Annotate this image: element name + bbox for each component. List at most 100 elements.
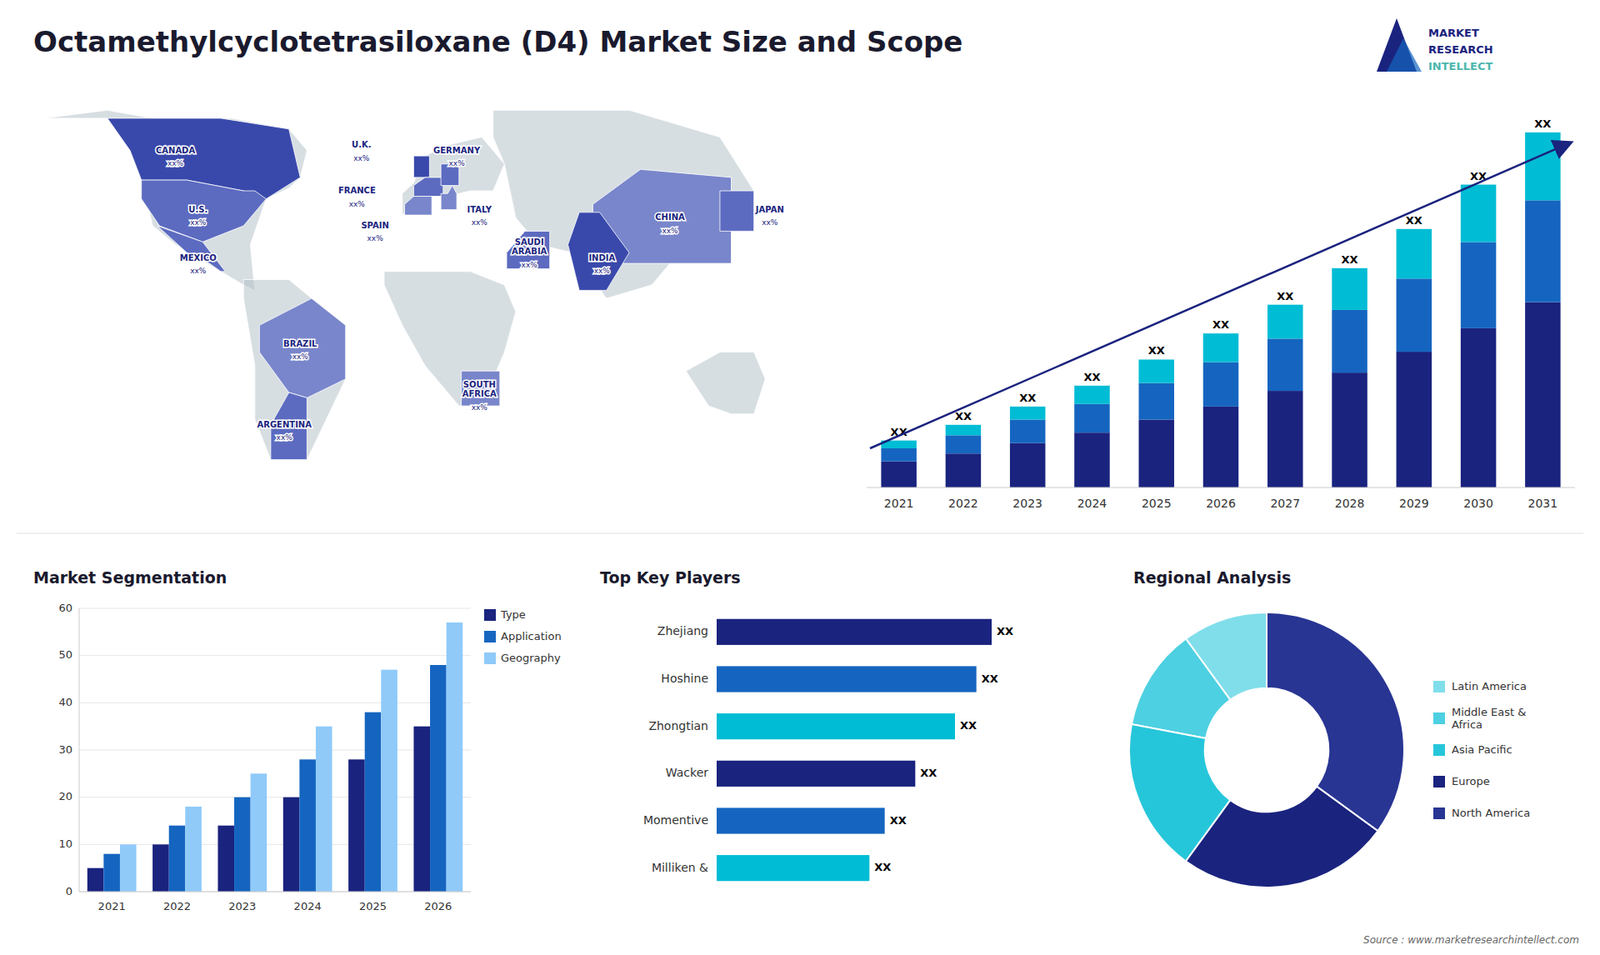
legend-label: Type (500, 608, 526, 621)
y-tick-label: Zhongtian (648, 719, 709, 733)
country-value-label: xx% (353, 154, 370, 163)
bar-segment (1525, 132, 1561, 200)
bar-segment (1138, 383, 1175, 420)
country-value-label: xx% (761, 218, 779, 227)
background (0, 0, 1600, 955)
bar-segment (1267, 338, 1304, 391)
x-tick-label: 2021 (98, 900, 126, 913)
country-label: CANADA (155, 145, 195, 155)
map-shape (493, 110, 755, 299)
country-label: SAUDIARABIA (511, 237, 548, 256)
grid-line (79, 655, 471, 656)
country-value-label: xx% (594, 266, 611, 275)
bar (234, 797, 251, 892)
chart-title: Top Key Players (600, 568, 741, 587)
y-axis (79, 608, 80, 892)
bar (413, 726, 430, 892)
country-value-label: xx% (292, 352, 310, 361)
y-tick-label: Momentive (643, 813, 709, 827)
bar (446, 622, 464, 892)
plot-area (880, 132, 1560, 488)
bar-segment (1010, 443, 1046, 488)
legend-label: North America (1451, 806, 1530, 820)
bar-segment (1525, 302, 1561, 488)
donut-slice (1266, 612, 1405, 831)
x-tick-label: 2023 (228, 900, 256, 913)
bar (365, 712, 382, 892)
x-tick-label: 2025 (1141, 496, 1172, 510)
country-value-label: xx% (521, 260, 539, 270)
world-map: CANADAxx%U.S.xx%MEXICOxx%BRAZILxx%ARGENT… (44, 110, 785, 460)
country-label: U.K. (351, 140, 371, 150)
bar (103, 854, 120, 892)
data-label: XX (1405, 214, 1423, 227)
data-label: XX (1212, 318, 1230, 331)
data-label: XX (981, 672, 999, 685)
x-tick-label: 2024 (294, 900, 322, 913)
country-label: BRAZIL (283, 339, 318, 349)
logo-shape (1386, 38, 1422, 72)
grid-line (79, 796, 471, 798)
data-label: XX (890, 814, 907, 827)
country-value-label: xx% (367, 234, 385, 243)
bar-segment (1460, 328, 1497, 488)
text-line: SAUDI (515, 237, 545, 247)
bar (716, 619, 992, 645)
bar-segment (880, 461, 917, 488)
legend-label: Geography (500, 651, 561, 665)
bar (348, 759, 365, 892)
country-value-label: xx% (190, 266, 207, 275)
y-tick-label: Wacker (665, 765, 709, 780)
x-tick-label: 2022 (163, 900, 191, 913)
x-tick-label: 2021 (884, 496, 915, 510)
legend-swatch (1433, 775, 1445, 788)
bar (430, 665, 447, 892)
grid-line (79, 608, 471, 610)
country-value-label: xx% (471, 403, 489, 412)
data-label: XX (960, 719, 977, 732)
legend-swatch (484, 630, 496, 643)
text-line: Middle East & (1451, 705, 1526, 718)
legend-label: Europe (1451, 775, 1490, 788)
bar (87, 868, 105, 892)
map-shape (720, 190, 755, 231)
map-shape (685, 352, 765, 415)
map-shape (44, 110, 308, 290)
map-shape (413, 155, 430, 178)
bar-segment (1010, 406, 1046, 420)
y-tick-label: Milliken & (651, 860, 709, 875)
map-shape (568, 212, 630, 291)
bar-segment (1396, 351, 1433, 488)
x-tick-label: 2030 (1463, 496, 1494, 510)
map-shape (243, 280, 346, 460)
x-tick-label: 2023 (1012, 496, 1043, 510)
bar (716, 760, 915, 787)
grid-line (79, 844, 471, 845)
y-tick-label: 10 (58, 837, 73, 850)
separator (16, 533, 1584, 535)
bar (299, 759, 316, 892)
data-label: XX (1341, 253, 1359, 266)
data-labels: XXXXXXXXXXXXXXXXXXXXXX (890, 117, 1552, 439)
bar-segment (1010, 420, 1046, 444)
page: Octamethylcyclotetrasiloxane (D4) Market… (0, 0, 1600, 955)
country-label: CHINA (655, 212, 685, 222)
donut-chart: Regional AnalysisLatin AmericaMiddle Eas… (1129, 568, 1530, 888)
y-tick-label: 40 (58, 695, 73, 709)
map-shape (259, 298, 345, 398)
bar (716, 855, 870, 881)
data-label: XX (1083, 370, 1100, 384)
data-label: XX (996, 625, 1014, 638)
y-tick-label: 30 (58, 743, 73, 756)
bar-segment (1460, 241, 1497, 328)
grid-line (79, 891, 471, 893)
y-tick-label: Hoshine (660, 671, 709, 685)
bar-segment (945, 453, 982, 488)
data-label: XX (874, 860, 891, 874)
logo: MARKETRESEARCHINTELLECT (1376, 18, 1494, 73)
country-value-label: xx% (661, 226, 679, 235)
bar-segment (1138, 420, 1175, 488)
map-shape (157, 225, 226, 272)
bar-segment (1267, 390, 1304, 488)
chart-title: Market Segmentation (33, 568, 227, 587)
